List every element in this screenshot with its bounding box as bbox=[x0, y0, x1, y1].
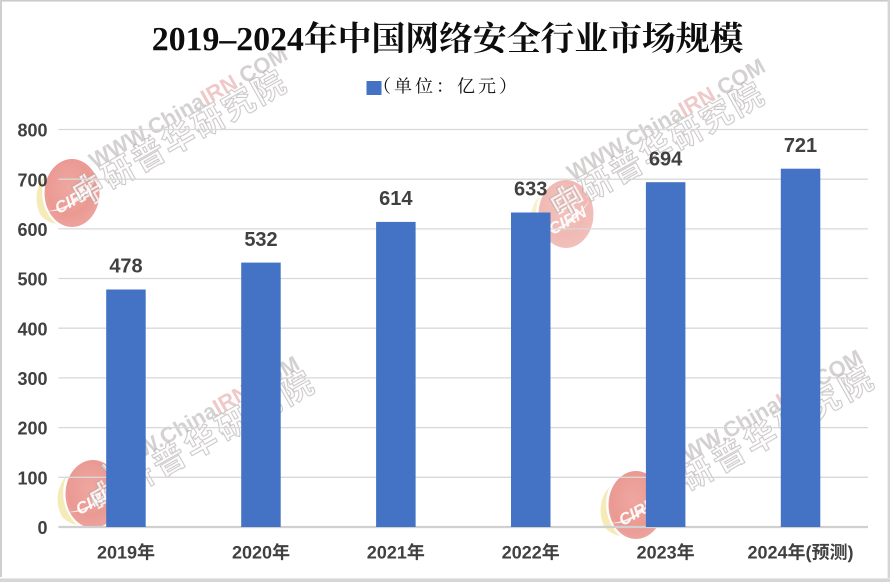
svg-text:614: 614 bbox=[379, 188, 413, 210]
svg-text:100: 100 bbox=[17, 468, 47, 488]
svg-text:400: 400 bbox=[17, 319, 47, 339]
svg-text:200: 200 bbox=[17, 419, 47, 439]
svg-text:500: 500 bbox=[17, 270, 47, 290]
svg-text:700: 700 bbox=[17, 170, 47, 190]
svg-text:478: 478 bbox=[109, 256, 142, 278]
svg-text:633: 633 bbox=[514, 179, 547, 201]
svg-text:532: 532 bbox=[244, 229, 277, 251]
svg-text:721: 721 bbox=[784, 135, 817, 157]
svg-text:694: 694 bbox=[649, 148, 683, 170]
svg-text:0: 0 bbox=[37, 518, 47, 538]
svg-text:300: 300 bbox=[17, 369, 47, 389]
svg-text:600: 600 bbox=[17, 220, 47, 240]
svg-text:WWW.ChinaIRN.COM: WWW.ChinaIRN.COM bbox=[85, 41, 292, 173]
svg-text:800: 800 bbox=[17, 121, 47, 141]
